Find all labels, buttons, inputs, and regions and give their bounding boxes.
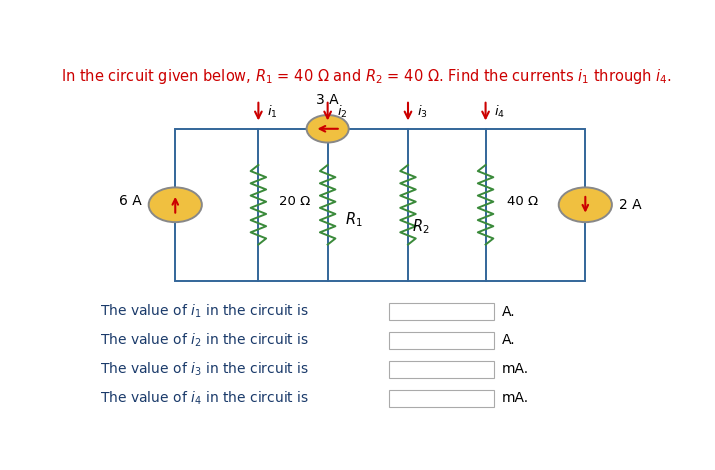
- Text: 6 A: 6 A: [119, 194, 142, 208]
- FancyBboxPatch shape: [389, 303, 494, 320]
- Text: mA.: mA.: [502, 392, 529, 406]
- Circle shape: [149, 188, 202, 222]
- Circle shape: [307, 115, 349, 142]
- FancyBboxPatch shape: [389, 390, 494, 407]
- Text: 20 Ω: 20 Ω: [280, 195, 311, 208]
- Text: $i_4$: $i_4$: [495, 103, 506, 120]
- Bar: [175, 129, 586, 281]
- Text: 3 A: 3 A: [316, 93, 339, 107]
- Text: The value of $i_2$ in the circuit is: The value of $i_2$ in the circuit is: [100, 332, 310, 349]
- Text: In the circuit given below, $R_1$ = 40 Ω and $R_2$ = 40 Ω. Find the currents $i_: In the circuit given below, $R_1$ = 40 Ω…: [61, 67, 672, 86]
- FancyBboxPatch shape: [389, 361, 494, 378]
- Text: The value of $i_1$ in the circuit is: The value of $i_1$ in the circuit is: [100, 303, 310, 320]
- Text: $R_1$: $R_1$: [345, 210, 363, 228]
- Text: The value of $i_4$ in the circuit is: The value of $i_4$ in the circuit is: [100, 390, 310, 407]
- Text: A.: A.: [502, 334, 516, 347]
- FancyBboxPatch shape: [389, 332, 494, 349]
- Text: The value of $i_3$ in the circuit is: The value of $i_3$ in the circuit is: [100, 361, 310, 378]
- Text: mA.: mA.: [502, 362, 529, 376]
- Text: A.: A.: [502, 305, 516, 319]
- Text: $i_3$: $i_3$: [417, 103, 428, 120]
- Circle shape: [558, 188, 612, 222]
- Text: $i_2$: $i_2$: [337, 103, 347, 120]
- Text: 2 A: 2 A: [618, 198, 641, 212]
- Text: 40 Ω: 40 Ω: [507, 195, 538, 208]
- Text: $R_2$: $R_2$: [413, 217, 430, 236]
- Text: $i_1$: $i_1$: [267, 103, 278, 120]
